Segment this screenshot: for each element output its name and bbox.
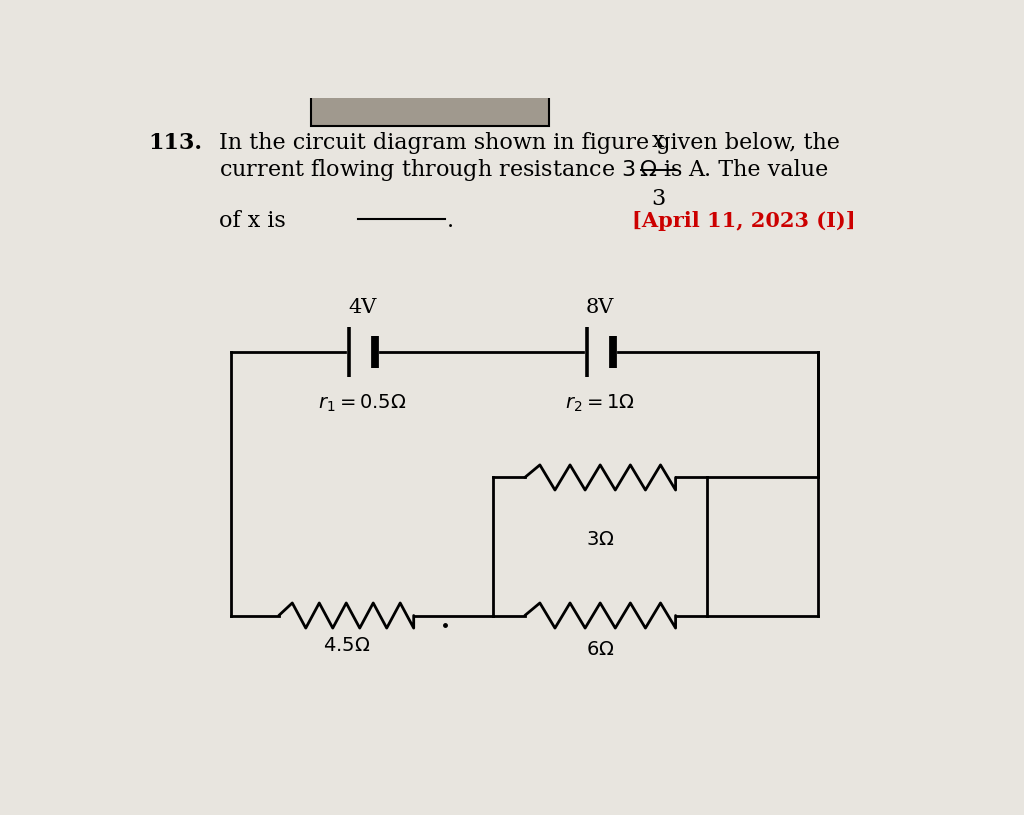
Text: $6\Omega$: $6\Omega$ xyxy=(586,641,614,659)
Text: current flowing through resistance $3\,\Omega$ is: current flowing through resistance $3\,\… xyxy=(219,157,683,183)
Text: 3: 3 xyxy=(651,187,666,209)
Text: $3\Omega$: $3\Omega$ xyxy=(586,531,614,549)
Text: [April 11, 2023 (I)]: [April 11, 2023 (I)] xyxy=(632,211,856,231)
Text: 113.: 113. xyxy=(147,132,202,154)
Text: $r_1 = 0.5\Omega$: $r_1 = 0.5\Omega$ xyxy=(317,393,407,414)
Text: .: . xyxy=(447,209,455,231)
Text: In the circuit diagram shown in figure given below, the: In the circuit diagram shown in figure g… xyxy=(219,132,840,154)
Text: $r_2 = 1\Omega$: $r_2 = 1\Omega$ xyxy=(565,393,635,414)
Text: 4V: 4V xyxy=(348,298,376,317)
Text: 8V: 8V xyxy=(586,298,614,317)
Text: x: x xyxy=(652,130,665,152)
Text: A. The value: A. The value xyxy=(688,159,828,181)
Text: of x is: of x is xyxy=(219,209,286,231)
Text: $4.5\Omega$: $4.5\Omega$ xyxy=(323,637,370,655)
FancyBboxPatch shape xyxy=(310,86,549,126)
